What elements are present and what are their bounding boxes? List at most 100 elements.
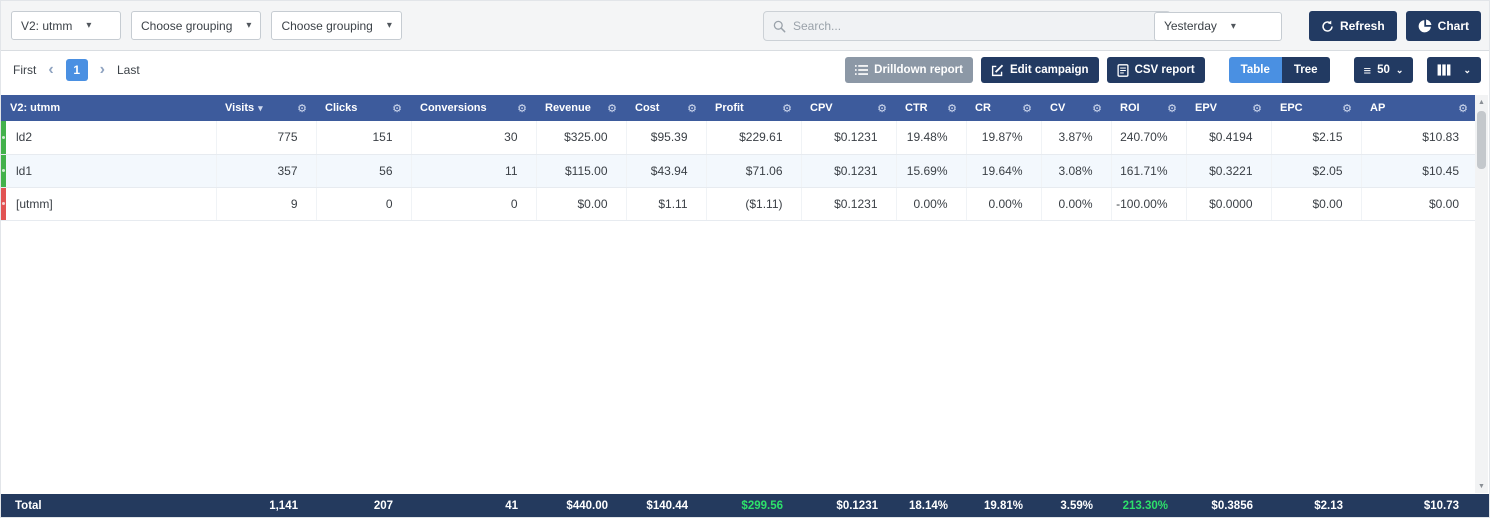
column-header-visits[interactable]: Visits ▾ ⚙ (216, 95, 316, 121)
rows-per-page-value: 50 (1377, 64, 1390, 76)
cell-conversions: 30 (410, 121, 536, 155)
column-header-epc[interactable]: EPC ⚙ (1271, 95, 1361, 121)
status-indicator-green (1, 121, 6, 154)
report-table-body: ld2 775 151 30 $325.00 $95.39 $229.61 $0… (1, 121, 1477, 221)
column-header-epv[interactable]: EPV ⚙ (1186, 95, 1271, 121)
tree-view-button[interactable]: Tree (1281, 57, 1330, 83)
scroll-down-icon[interactable]: ▼ (1478, 482, 1485, 490)
column-header-profit[interactable]: Profit ⚙ (706, 95, 801, 121)
csv-report-button[interactable]: CSV report (1106, 57, 1205, 83)
chevron-down-icon: ▾ (386, 20, 392, 31)
column-label: Revenue (545, 102, 591, 114)
pie-chart-icon (1418, 19, 1432, 33)
table-view-button[interactable]: Table (1228, 57, 1282, 83)
grouping-select-1[interactable]: Choose grouping ▾ (131, 11, 262, 40)
gear-icon[interactable]: ⚙ (1458, 102, 1468, 115)
column-header-roi[interactable]: ROI ⚙ (1111, 95, 1186, 121)
total-row: Total 1,141 207 41 $440.00 $140.44 $299.… (1, 494, 1489, 517)
column-label: EPV (1195, 102, 1218, 114)
top-right-controls: Yesterday ▾ Refresh Chart (1153, 11, 1481, 41)
search-icon (773, 20, 786, 32)
cell-cpv: $0.1231 (800, 154, 896, 188)
gear-icon[interactable]: ⚙ (687, 102, 697, 115)
total-ctr: 18.14% (908, 499, 948, 512)
gear-icon[interactable]: ⚙ (1092, 102, 1102, 115)
scroll-up-icon[interactable]: ▲ (1478, 98, 1485, 106)
rows-per-page-button[interactable]: ≡ 50 ⌄ (1353, 57, 1414, 83)
view-toggle: Table Tree (1228, 57, 1330, 83)
column-label: Clicks (325, 102, 358, 114)
tree-view-label: Tree (1293, 64, 1318, 76)
gear-icon[interactable]: ⚙ (877, 102, 887, 115)
cell-ap: $0.00 (1360, 187, 1477, 221)
chevron-down-icon: ▾ (1230, 20, 1236, 32)
pagination-page-1[interactable]: 1 (65, 59, 88, 81)
cell-ctr: 0.00% (895, 187, 966, 221)
list-icon (855, 65, 869, 75)
chart-button[interactable]: Chart (1405, 11, 1481, 41)
search-input[interactable] (793, 19, 1161, 33)
column-label: Cost (635, 102, 660, 114)
refresh-button[interactable]: Refresh (1308, 11, 1397, 41)
gear-icon[interactable]: ⚙ (297, 102, 307, 115)
column-header-ctr[interactable]: CTR ⚙ (896, 95, 966, 121)
cell-cpv: $0.1231 (800, 187, 896, 221)
column-header-clicks[interactable]: Clicks ⚙ (316, 95, 411, 121)
grouping-select-2[interactable]: Choose grouping ▾ (271, 11, 402, 40)
column-header-cr[interactable]: CR ⚙ (966, 95, 1041, 121)
total-epv: $0.3856 (1211, 499, 1253, 512)
column-header-conversions[interactable]: Conversions ⚙ (411, 95, 536, 121)
row-name-cell[interactable]: ld2 (1, 121, 216, 155)
report-table: V2: utmm Visits ▾ ⚙ Clicks ⚙ Conversions ⚙ R… (1, 95, 1489, 494)
total-roi: 213.30% (1122, 499, 1168, 512)
pagination-last[interactable]: Last (116, 63, 140, 77)
gear-icon[interactable]: ⚙ (1167, 102, 1177, 115)
gear-icon[interactable]: ⚙ (782, 102, 792, 115)
gear-icon[interactable]: ⚙ (392, 102, 402, 115)
column-header-revenue[interactable]: Revenue ⚙ (536, 95, 626, 121)
table-row[interactable]: [utmm] 9 0 0 $0.00 $1.11 ($1.11) $0.1231… (1, 187, 1477, 221)
column-header-cost[interactable]: Cost ⚙ (626, 95, 706, 121)
edit-campaign-button[interactable]: Edit campaign (980, 57, 1099, 83)
column-label: EPC (1280, 102, 1303, 114)
table-row[interactable]: ld2 775 151 30 $325.00 $95.39 $229.61 $0… (1, 121, 1477, 155)
date-range-select[interactable]: Yesterday ▾ (1153, 11, 1282, 41)
gear-icon[interactable]: ⚙ (1022, 102, 1032, 115)
campaign-select[interactable]: V2: utmm ▾ (11, 11, 121, 40)
gear-icon[interactable]: ⚙ (1342, 102, 1352, 115)
pagination-first[interactable]: First (13, 63, 37, 77)
sort-desc-icon: ▾ (258, 102, 263, 113)
column-label: ROI (1120, 102, 1140, 114)
vertical-scrollbar[interactable]: ▲ ▼ (1475, 95, 1488, 493)
column-header-name[interactable]: V2: utmm (1, 95, 216, 121)
gear-icon[interactable]: ⚙ (607, 102, 617, 115)
gear-icon[interactable]: ⚙ (517, 102, 527, 115)
cell-roi: 240.70% (1110, 121, 1186, 155)
chevron-down-icon: ▾ (246, 20, 252, 31)
chevron-left-icon[interactable]: ‹ (48, 61, 54, 78)
scrollbar-thumb[interactable] (1477, 111, 1486, 169)
column-header-cv[interactable]: CV ⚙ (1041, 95, 1111, 121)
row-name-cell[interactable]: ld1 (1, 154, 216, 188)
cell-clicks: 151 (315, 121, 411, 155)
cell-cr: 19.64% (965, 154, 1041, 188)
report-actions: Drilldown report Edit campaign CSV repor… (837, 57, 1481, 83)
chevron-right-icon[interactable]: › (99, 61, 105, 78)
columns-button[interactable]: ⌄ (1427, 57, 1481, 83)
cell-revenue: $115.00 (535, 154, 626, 188)
cell-roi: 161.71% (1110, 154, 1186, 188)
refresh-icon (1322, 20, 1333, 32)
cell-visits: 775 (215, 121, 316, 155)
row-name-cell[interactable]: [utmm] (1, 187, 216, 221)
pagination: First ‹ 1 › Last (13, 59, 140, 81)
column-header-ap[interactable]: AP ⚙ (1361, 95, 1477, 121)
gear-icon[interactable]: ⚙ (947, 102, 957, 115)
cell-epv: $0.0000 (1185, 187, 1271, 221)
gear-icon[interactable]: ⚙ (1252, 102, 1262, 115)
edit-icon (991, 64, 1004, 76)
table-row[interactable]: ld1 357 56 11 $115.00 $43.94 $71.06 $0.1… (1, 154, 1477, 188)
column-header-cpv[interactable]: CPV ⚙ (801, 95, 896, 121)
drilldown-report-button[interactable]: Drilldown report (845, 57, 973, 83)
row-name: ld2 (16, 130, 33, 145)
